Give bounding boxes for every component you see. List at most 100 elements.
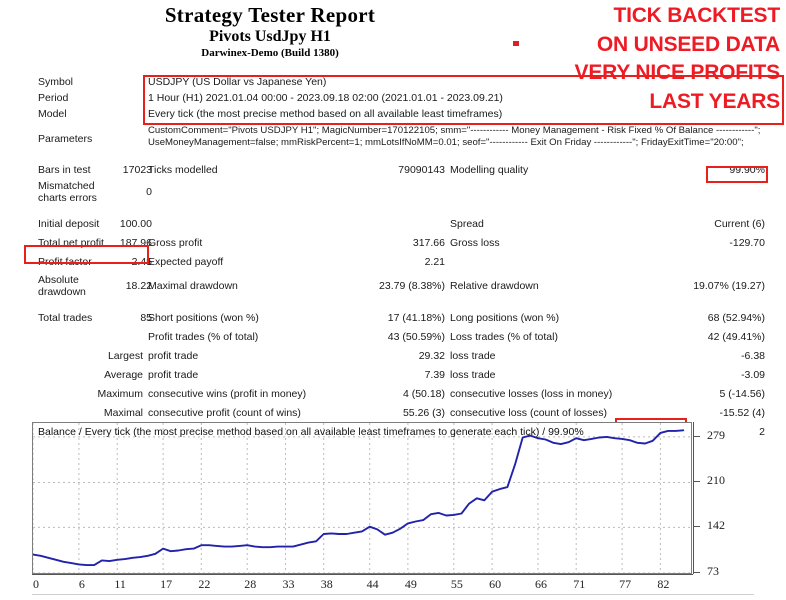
modelling-quality-label: Modelling quality [450,164,529,176]
short-positions-value: 17 (41.18%) [387,312,445,324]
avg-consecutive-losses-value: 2 [759,426,765,438]
model-label: Model [38,108,67,120]
gross-loss-value: -129.70 [729,237,765,249]
row-parameters: Parameters CustomComment="Pivots USDJPY … [0,124,786,154]
largest-profit-trade-value: 29.32 [418,350,445,362]
y-tick [693,526,700,528]
report-header: Strategy Tester Report Pivots UsdJpy H1 … [0,0,540,60]
relative-drawdown-value: 19.07% (19.27) [693,280,765,292]
y-tick-label: 210 [707,473,725,488]
maximal-label: Maximal [103,407,143,419]
max-consecutive-losses-value: 5 (-14.56) [719,388,765,400]
gross-profit-label: Gross profit [148,237,203,249]
row-initial-deposit: Initial deposit 100.00 Spread Current (6… [0,216,786,235]
long-positions-value: 68 (52.94%) [707,312,765,324]
row-absolute-drawdown: Absolute drawdown 18.22 Maximal drawdown… [0,273,786,301]
x-tick-label: 77 [619,577,632,591]
row-model: Model Every tick (the most precise metho… [0,106,786,124]
highlight-box-symbol-period-model [143,75,784,125]
symbol-value: USDJPY (US Dollar vs Japanese Yen) [148,76,327,88]
average-profit-trade-label: profit trade [148,369,199,381]
chart-plot-frame: Balance / Every tick (the most precise m… [32,422,692,574]
maximal-drawdown-label: Maximal drawdown [148,280,238,292]
total-trades-label: Total trades [38,312,93,324]
chart-y-axis: 73 142 210 279 [693,422,753,578]
row-maximum-consecutive: Maximum consecutive wins (profit in mone… [0,386,786,405]
x-tick-label: 22 [198,577,211,591]
long-positions-label: Long positions (won %) [450,312,560,324]
largest-profit-trade-label: profit trade [148,350,199,362]
maximal-consecutive-loss-value: -15.52 (4) [719,407,765,419]
ticks-modelled-label: Ticks modelled [148,164,218,176]
annotation-overlay-text: TICK BACKTEST ON UNSEED DATA VERY NICE P… [530,2,781,116]
x-tick-label: 55 [450,577,463,591]
x-tick-label: 49 [404,577,417,591]
absolute-drawdown-label-line1: Absolute [38,274,79,286]
gross-loss-label: Gross loss [450,237,500,249]
gross-profit-value: 317.66 [412,237,445,249]
period-value: 1 Hour (H1) 2021.01.04 00:00 - 2023.09.1… [148,92,503,104]
model-value: Every tick (the most precise method base… [148,108,503,120]
total-trades-value: 85 [140,312,152,324]
bars-in-test-value: 17023 [122,164,152,176]
max-consecutive-wins-label: consecutive wins (profit in money) [148,388,307,400]
x-tick-label: 66 [534,577,547,591]
report-broker-build: Darwinex-Demo (Build 1380) [201,47,339,59]
spread-value: Current (6) [714,218,765,230]
parameters-value-line2: UseMoneyManagement=false; mmRiskPercent=… [148,137,744,148]
mismatched-errors-label-line2: charts errors [38,192,97,204]
page-title: Strategy Tester Report [164,3,376,27]
average-label: Average [104,369,143,381]
chart-svg [33,423,691,573]
row-bars-in-test: Bars in test 17023 Ticks modelled 790901… [0,162,786,179]
row-profit-trades: Profit trades (% of total) 43 (50.59%) L… [0,329,786,348]
row-average: Average profit trade 7.39 loss trade -3.… [0,367,786,386]
chart-title: Balance / Every tick (the most precise m… [38,426,584,438]
short-positions-label: Short positions (won %) [148,312,259,324]
max-consecutive-wins-value: 4 (50.18) [402,388,445,400]
x-tick-label: 0 [33,577,39,591]
loss-trades-label: Loss trades (% of total) [450,331,558,343]
bars-in-test-label: Bars in test [38,164,91,176]
mismatched-errors-label-line1: Mismatched [38,180,95,192]
x-tick-label: 11 [114,577,126,591]
max-consecutive-losses-label: consecutive losses (loss in money) [450,388,613,400]
y-tick [693,435,700,437]
absolute-drawdown-value: 18.22 [125,280,152,292]
absolute-drawdown-label-line2: drawdown [38,286,86,298]
profit-trades-label: Profit trades (% of total) [148,331,259,343]
y-tick [693,572,700,573]
y-tick [693,481,700,483]
annotation-line-4: LAST YEARS [649,89,780,113]
profit-trades-value: 43 (50.59%) [387,331,445,343]
period-label: Period [38,92,69,104]
loss-trades-value: 42 (49.41%) [707,331,765,343]
maximal-drawdown-value: 23.79 (8.38%) [379,280,445,292]
red-dot-marker [513,41,519,46]
parameters-label: Parameters [38,133,93,145]
expected-payoff-label: Expected payoff [148,256,224,268]
ticks-modelled-value: 79090143 [398,164,445,176]
x-tick-label: 44 [366,577,379,591]
x-tick-label: 38 [320,577,333,591]
initial-deposit-label: Initial deposit [38,218,100,230]
annotation-line-2: ON UNSEED DATA [596,32,780,56]
row-largest: Largest profit trade 29.32 loss trade -6… [0,348,786,367]
maximal-consecutive-profit-value: 55.26 (3) [402,407,445,419]
report-subtitle: Pivots UsdJpy H1 [209,28,331,45]
mismatched-errors-value: 0 [146,186,152,198]
largest-label: Largest [107,350,143,362]
average-loss-trade-label: loss trade [450,369,496,381]
highlight-box-profit-factor [24,245,149,264]
x-tick-label: 71 [573,577,586,591]
x-tick-label: 82 [657,577,670,591]
largest-loss-trade-value: -6.38 [741,350,765,362]
initial-deposit-value: 100.00 [119,218,152,230]
maximum-label: Maximum [97,388,143,400]
row-mismatched-errors: Mismatched charts errors 0 [0,179,786,207]
footer-divider [32,594,754,595]
x-tick-label: 60 [489,577,502,591]
row-total-trades: Total trades 85 Short positions (won %) … [0,310,786,329]
expected-payoff-value: 2.21 [424,256,445,268]
